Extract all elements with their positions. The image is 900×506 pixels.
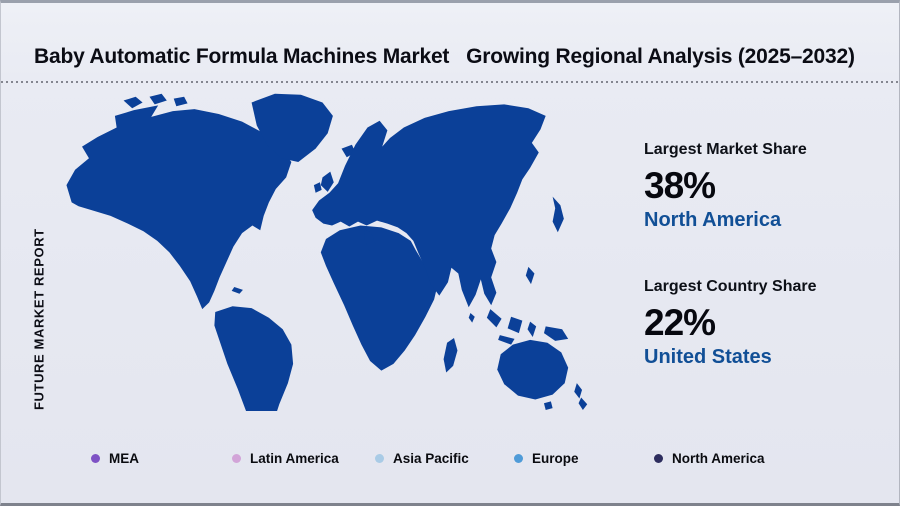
legend-label: Asia Pacific <box>393 450 469 466</box>
stat-entity: North America <box>644 209 782 231</box>
stat-value: 22% <box>644 302 716 343</box>
legend-marker-icon <box>654 453 663 463</box>
stat-entity: United States <box>644 346 772 368</box>
legend-item-mea: MEA <box>91 449 139 467</box>
world-map-landmass <box>66 93 588 411</box>
legend-marker-icon <box>375 453 384 463</box>
brand-watermark: FUTURE MARKET REPORT <box>31 228 47 410</box>
legend-marker-icon <box>514 453 523 463</box>
legend-label: MEA <box>109 450 139 466</box>
legend-item-europe: Europe <box>514 449 579 467</box>
legend-marker-icon <box>232 453 241 463</box>
stats-panel: Largest Market Share 38% North America L… <box>644 141 884 415</box>
world-map <box>63 89 595 411</box>
legend-item-latin-america: Latin America <box>232 449 339 467</box>
dotted-divider <box>1 81 899 83</box>
stat-label: Largest Market Share <box>644 141 807 158</box>
legend-marker-icon <box>91 453 100 463</box>
legend-item-asia-pacific: Asia Pacific <box>375 449 469 467</box>
stat-value: 38% <box>644 165 716 206</box>
legend-label: North America <box>672 450 765 466</box>
stat-largest-country-share: Largest Country Share 22% United States <box>644 278 884 369</box>
stat-largest-market-share: Largest Market Share 38% North America <box>644 141 884 232</box>
legend-label: Europe <box>532 450 579 466</box>
stat-label: Largest Country Share <box>644 278 817 295</box>
page-title: Baby Automatic Formula Machines Market G… <box>34 45 855 68</box>
legend-label: Latin America <box>250 450 339 466</box>
legend-item-north-america: North America <box>654 449 765 467</box>
